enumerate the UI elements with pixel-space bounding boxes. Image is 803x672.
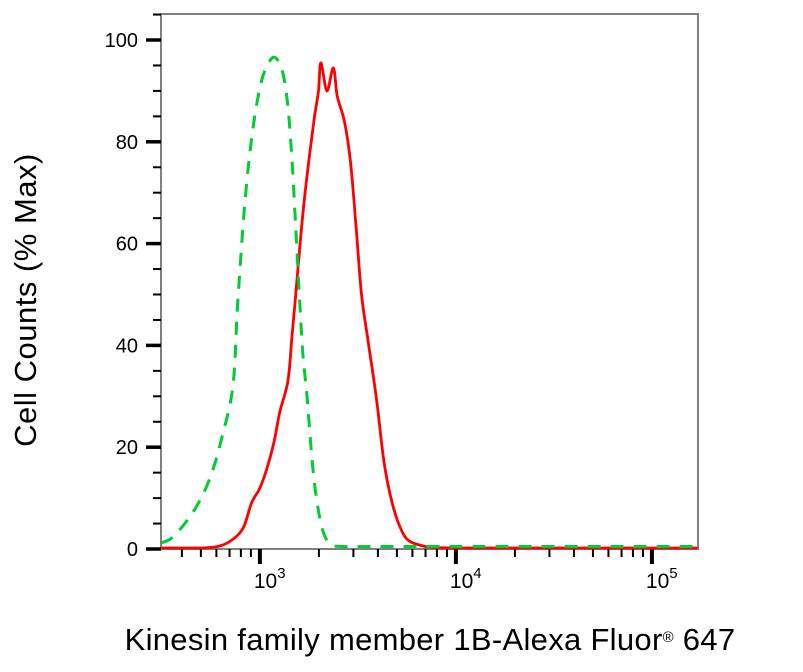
- y-tick-label: 100: [105, 30, 138, 52]
- x-tick-label: 104: [450, 565, 482, 593]
- plot-frame: [160, 13, 699, 550]
- x-axis-title: Kinesin family member 1B-Alexa Fluor® 64…: [60, 622, 800, 658]
- y-axis-title: Cell Counts (% Max): [8, 153, 43, 447]
- y-tick-label: 0: [127, 539, 138, 561]
- y-tick-label: 80: [116, 132, 138, 154]
- x-tick-label: 105: [646, 565, 678, 593]
- x-tick-label: 103: [254, 565, 286, 593]
- y-tick-label: 60: [116, 234, 138, 256]
- curve-red-solid: [160, 61, 698, 550]
- registered-trademark-symbol: ®: [662, 629, 674, 646]
- y-tick-label: 40: [116, 335, 138, 357]
- x-axis-title-suffix: 647: [673, 622, 736, 657]
- y-tick-label: 20: [116, 437, 138, 459]
- x-axis-title-text: Kinesin family member 1B-Alexa Fluor: [124, 622, 663, 657]
- curve-green-dashed: [160, 55, 698, 549]
